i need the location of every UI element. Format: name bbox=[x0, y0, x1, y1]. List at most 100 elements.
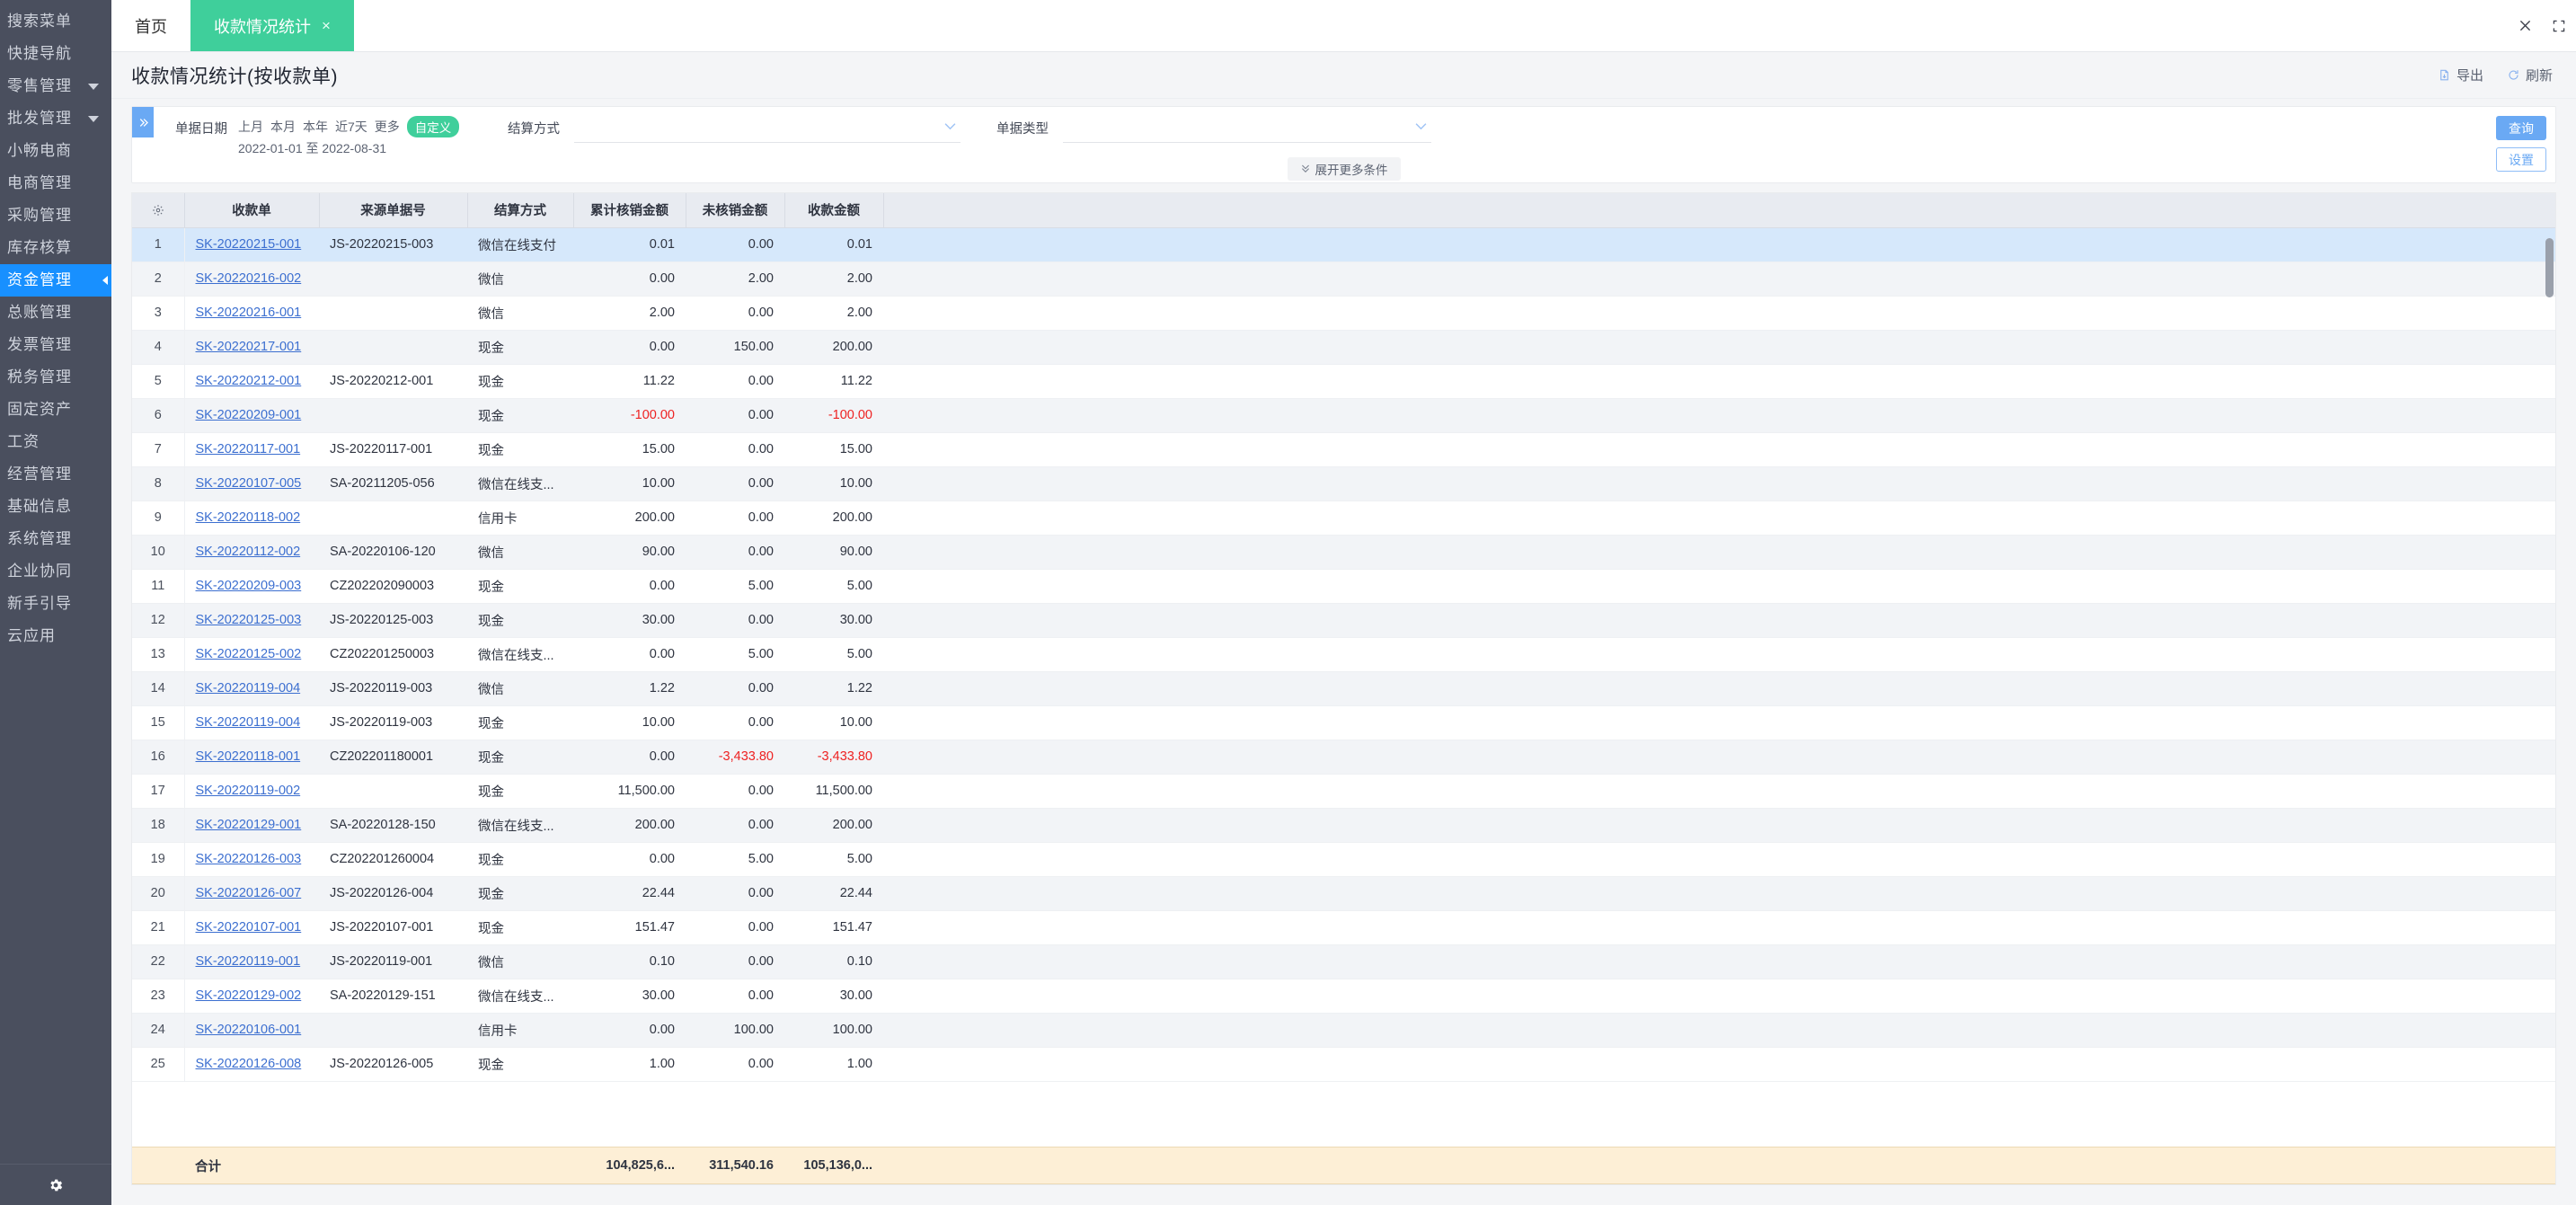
settings-button[interactable]: 设置 bbox=[2496, 147, 2546, 172]
sidebar-item-13[interactable]: 工资 bbox=[0, 426, 111, 458]
table-row[interactable]: 20 SK-20220126-007 JS-20220126-004 现金 22.44 0… bbox=[132, 876, 2555, 911]
row-receipt-no[interactable]: SK-20220107-005 bbox=[184, 466, 319, 501]
sidebar-item-1[interactable]: 快捷导航 bbox=[0, 38, 111, 70]
table-row[interactable]: 24 SK-20220106-001 信用卡 0.00 100.00 100.00 bbox=[132, 1013, 2555, 1048]
row-receipt-no[interactable]: SK-20220125-003 bbox=[184, 603, 319, 638]
date-quick-range-0[interactable]: 上月 bbox=[238, 120, 263, 134]
row-receipt-no-text[interactable]: SK-20220107-001 bbox=[195, 920, 302, 935]
row-receipt-no-text[interactable]: SK-20220217-001 bbox=[195, 340, 302, 354]
row-receipt-no[interactable]: SK-20220126-007 bbox=[184, 876, 319, 911]
chevron-down-icon[interactable] bbox=[88, 83, 99, 90]
sidebar-item-10[interactable]: 发票管理 bbox=[0, 329, 111, 361]
col-header-doc[interactable]: 收款单 bbox=[184, 193, 320, 228]
table-row[interactable]: 2 SK-20220216-002 微信 0.00 2.00 2.00 bbox=[132, 261, 2555, 297]
row-receipt-no-text[interactable]: SK-20220216-002 bbox=[195, 271, 302, 286]
chevron-down-icon[interactable] bbox=[88, 115, 99, 122]
table-row[interactable]: 6 SK-20220209-001 现金 -100.00 0.00 -100.00 bbox=[132, 398, 2555, 433]
refresh-button[interactable]: 刷新 bbox=[2507, 66, 2553, 84]
table-row[interactable]: 23 SK-20220129-002 SA-20220129-151 微信在线支...… bbox=[132, 979, 2555, 1014]
row-receipt-no[interactable]: SK-20220118-002 bbox=[184, 501, 319, 536]
date-quick-range-3[interactable]: 近7天 bbox=[335, 120, 367, 134]
table-row[interactable]: 18 SK-20220129-001 SA-20220128-150 微信在线支...… bbox=[132, 808, 2555, 843]
row-receipt-no-text[interactable]: SK-20220215-001 bbox=[195, 237, 302, 252]
row-receipt-no-text[interactable]: SK-20220126-003 bbox=[195, 852, 302, 866]
table-scroll-body[interactable]: 收款单 来源单据号 结算方式 累计核销金额 未核销金额 收款金额 1 SK-202… bbox=[132, 193, 2555, 1147]
sidebar-item-16[interactable]: 系统管理 bbox=[0, 523, 111, 555]
tab-close-icon[interactable]: × bbox=[322, 16, 331, 34]
row-receipt-no-text[interactable]: SK-20220216-001 bbox=[195, 306, 302, 320]
date-quick-range-1[interactable]: 本月 bbox=[270, 120, 296, 134]
row-receipt-no-text[interactable]: SK-20220112-002 bbox=[195, 545, 301, 559]
table-row[interactable]: 15 SK-20220119-004 JS-20220119-003 现金 10.00 0… bbox=[132, 705, 2555, 740]
sidebar-item-12[interactable]: 固定资产 bbox=[0, 394, 111, 426]
table-row[interactable]: 7 SK-20220117-001 JS-20220117-001 现金 15.00 0.… bbox=[132, 432, 2555, 467]
sidebar-item-14[interactable]: 经营管理 bbox=[0, 458, 111, 491]
doctype-select[interactable] bbox=[1063, 116, 1431, 143]
row-receipt-no-text[interactable]: SK-20220125-003 bbox=[195, 613, 302, 627]
sidebar-item-5[interactable]: 电商管理 bbox=[0, 167, 111, 199]
table-row[interactable]: 9 SK-20220118-002 信用卡 200.00 0.00 200.00 bbox=[132, 501, 2555, 536]
row-receipt-no-text[interactable]: SK-20220212-001 bbox=[195, 374, 302, 388]
sidebar-item-2[interactable]: 零售管理 bbox=[0, 70, 111, 102]
table-row[interactable]: 17 SK-20220119-002 现金 11,500.00 0.00 11,500.0… bbox=[132, 774, 2555, 809]
row-receipt-no[interactable]: SK-20220126-003 bbox=[184, 842, 319, 877]
sidebar-item-18[interactable]: 新手引导 bbox=[0, 588, 111, 620]
row-receipt-no[interactable]: SK-20220119-002 bbox=[184, 774, 319, 809]
table-row[interactable]: 11 SK-20220209-003 CZ202202090003 现金 0.00 5.0… bbox=[132, 569, 2555, 604]
sidebar-item-11[interactable]: 税务管理 bbox=[0, 361, 111, 394]
row-receipt-no[interactable]: SK-20220215-001 bbox=[184, 227, 319, 262]
row-receipt-no[interactable]: SK-20220209-003 bbox=[184, 569, 319, 604]
sidebar-item-6[interactable]: 采购管理 bbox=[0, 199, 111, 232]
table-row[interactable]: 21 SK-20220107-001 JS-20220107-001 现金 151.47… bbox=[132, 910, 2555, 945]
col-header-settle[interactable]: 结算方式 bbox=[467, 193, 574, 228]
table-row[interactable]: 25 SK-20220126-008 JS-20220126-005 现金 1.00 0.… bbox=[132, 1047, 2555, 1082]
row-receipt-no[interactable]: SK-20220119-001 bbox=[184, 944, 319, 979]
row-receipt-no[interactable]: SK-20220118-001 bbox=[184, 740, 319, 775]
sidebar-item-9[interactable]: 总账管理 bbox=[0, 297, 111, 329]
col-header-src[interactable]: 来源单据号 bbox=[319, 193, 468, 228]
row-receipt-no-text[interactable]: SK-20220126-008 bbox=[195, 1057, 302, 1071]
date-range-text[interactable]: 2022-01-01 至 2022-08-31 bbox=[238, 139, 459, 157]
row-receipt-no[interactable]: SK-20220216-002 bbox=[184, 261, 319, 297]
query-button[interactable]: 查询 bbox=[2496, 116, 2546, 140]
row-receipt-no-text[interactable]: SK-20220107-005 bbox=[195, 476, 302, 491]
sidebar-item-3[interactable]: 批发管理 bbox=[0, 102, 111, 135]
table-row[interactable]: 4 SK-20220217-001 现金 0.00 150.00 200.00 bbox=[132, 330, 2555, 365]
row-receipt-no-text[interactable]: SK-20220209-003 bbox=[195, 579, 302, 593]
fullscreen-icon[interactable] bbox=[2542, 0, 2576, 51]
sidebar-item-19[interactable]: 云应用 bbox=[0, 620, 111, 652]
row-receipt-no-text[interactable]: SK-20220209-001 bbox=[195, 408, 302, 422]
row-receipt-no[interactable]: SK-20220119-004 bbox=[184, 705, 319, 740]
row-receipt-no[interactable]: SK-20220217-001 bbox=[184, 330, 319, 365]
sidebar-footer[interactable] bbox=[0, 1164, 111, 1205]
table-row[interactable]: 12 SK-20220125-003 JS-20220125-003 现金 30.00 0… bbox=[132, 603, 2555, 638]
sidebar-item-0[interactable]: 搜索菜单 bbox=[0, 5, 111, 38]
row-receipt-no-text[interactable]: SK-20220119-002 bbox=[195, 784, 301, 798]
date-range-custom-chip[interactable]: 自定义 bbox=[406, 116, 460, 137]
table-row[interactable]: 13 SK-20220125-002 CZ202201250003 微信在线支... 0… bbox=[132, 637, 2555, 672]
col-header-unacc[interactable]: 未核销金额 bbox=[686, 193, 785, 228]
chevron-down-icon[interactable] bbox=[943, 120, 957, 133]
row-receipt-no[interactable]: SK-20220212-001 bbox=[184, 364, 319, 399]
tab-receipt-statistics[interactable]: 收款情况统计 × bbox=[190, 0, 354, 51]
table-row[interactable]: 14 SK-20220119-004 JS-20220119-003 微信 1.22 0.… bbox=[132, 671, 2555, 706]
row-receipt-no-text[interactable]: SK-20220129-002 bbox=[195, 988, 302, 1003]
sidebar-item-8[interactable]: 资金管理 bbox=[0, 264, 111, 297]
row-receipt-no[interactable]: SK-20220126-008 bbox=[184, 1047, 319, 1082]
row-receipt-no-text[interactable]: SK-20220119-004 bbox=[195, 681, 301, 696]
date-quick-range-2[interactable]: 本年 bbox=[303, 120, 328, 134]
table-row[interactable]: 3 SK-20220216-001 微信 2.00 0.00 2.00 bbox=[132, 296, 2555, 331]
table-row[interactable]: 10 SK-20220112-002 SA-20220106-120 微信 90.00 0… bbox=[132, 535, 2555, 570]
sidebar-item-7[interactable]: 库存核算 bbox=[0, 232, 111, 264]
row-receipt-no-text[interactable]: SK-20220119-004 bbox=[195, 715, 301, 730]
expand-more-conditions-button[interactable]: 展开更多条件 bbox=[1287, 157, 1401, 181]
col-header-acc[interactable]: 累计核销金额 bbox=[573, 193, 686, 228]
row-receipt-no-text[interactable]: SK-20220125-002 bbox=[195, 647, 302, 661]
date-quick-range-4[interactable]: 更多 bbox=[374, 120, 400, 134]
vertical-scrollbar-thumb[interactable] bbox=[2545, 238, 2554, 297]
row-receipt-no[interactable]: SK-20220117-001 bbox=[184, 432, 319, 467]
table-row[interactable]: 5 SK-20220212-001 JS-20220212-001 现金 11.22 0.… bbox=[132, 364, 2555, 399]
export-button[interactable]: 导出 bbox=[2438, 66, 2483, 84]
settle-select[interactable] bbox=[574, 116, 960, 143]
row-receipt-no-text[interactable]: SK-20220117-001 bbox=[195, 442, 301, 456]
